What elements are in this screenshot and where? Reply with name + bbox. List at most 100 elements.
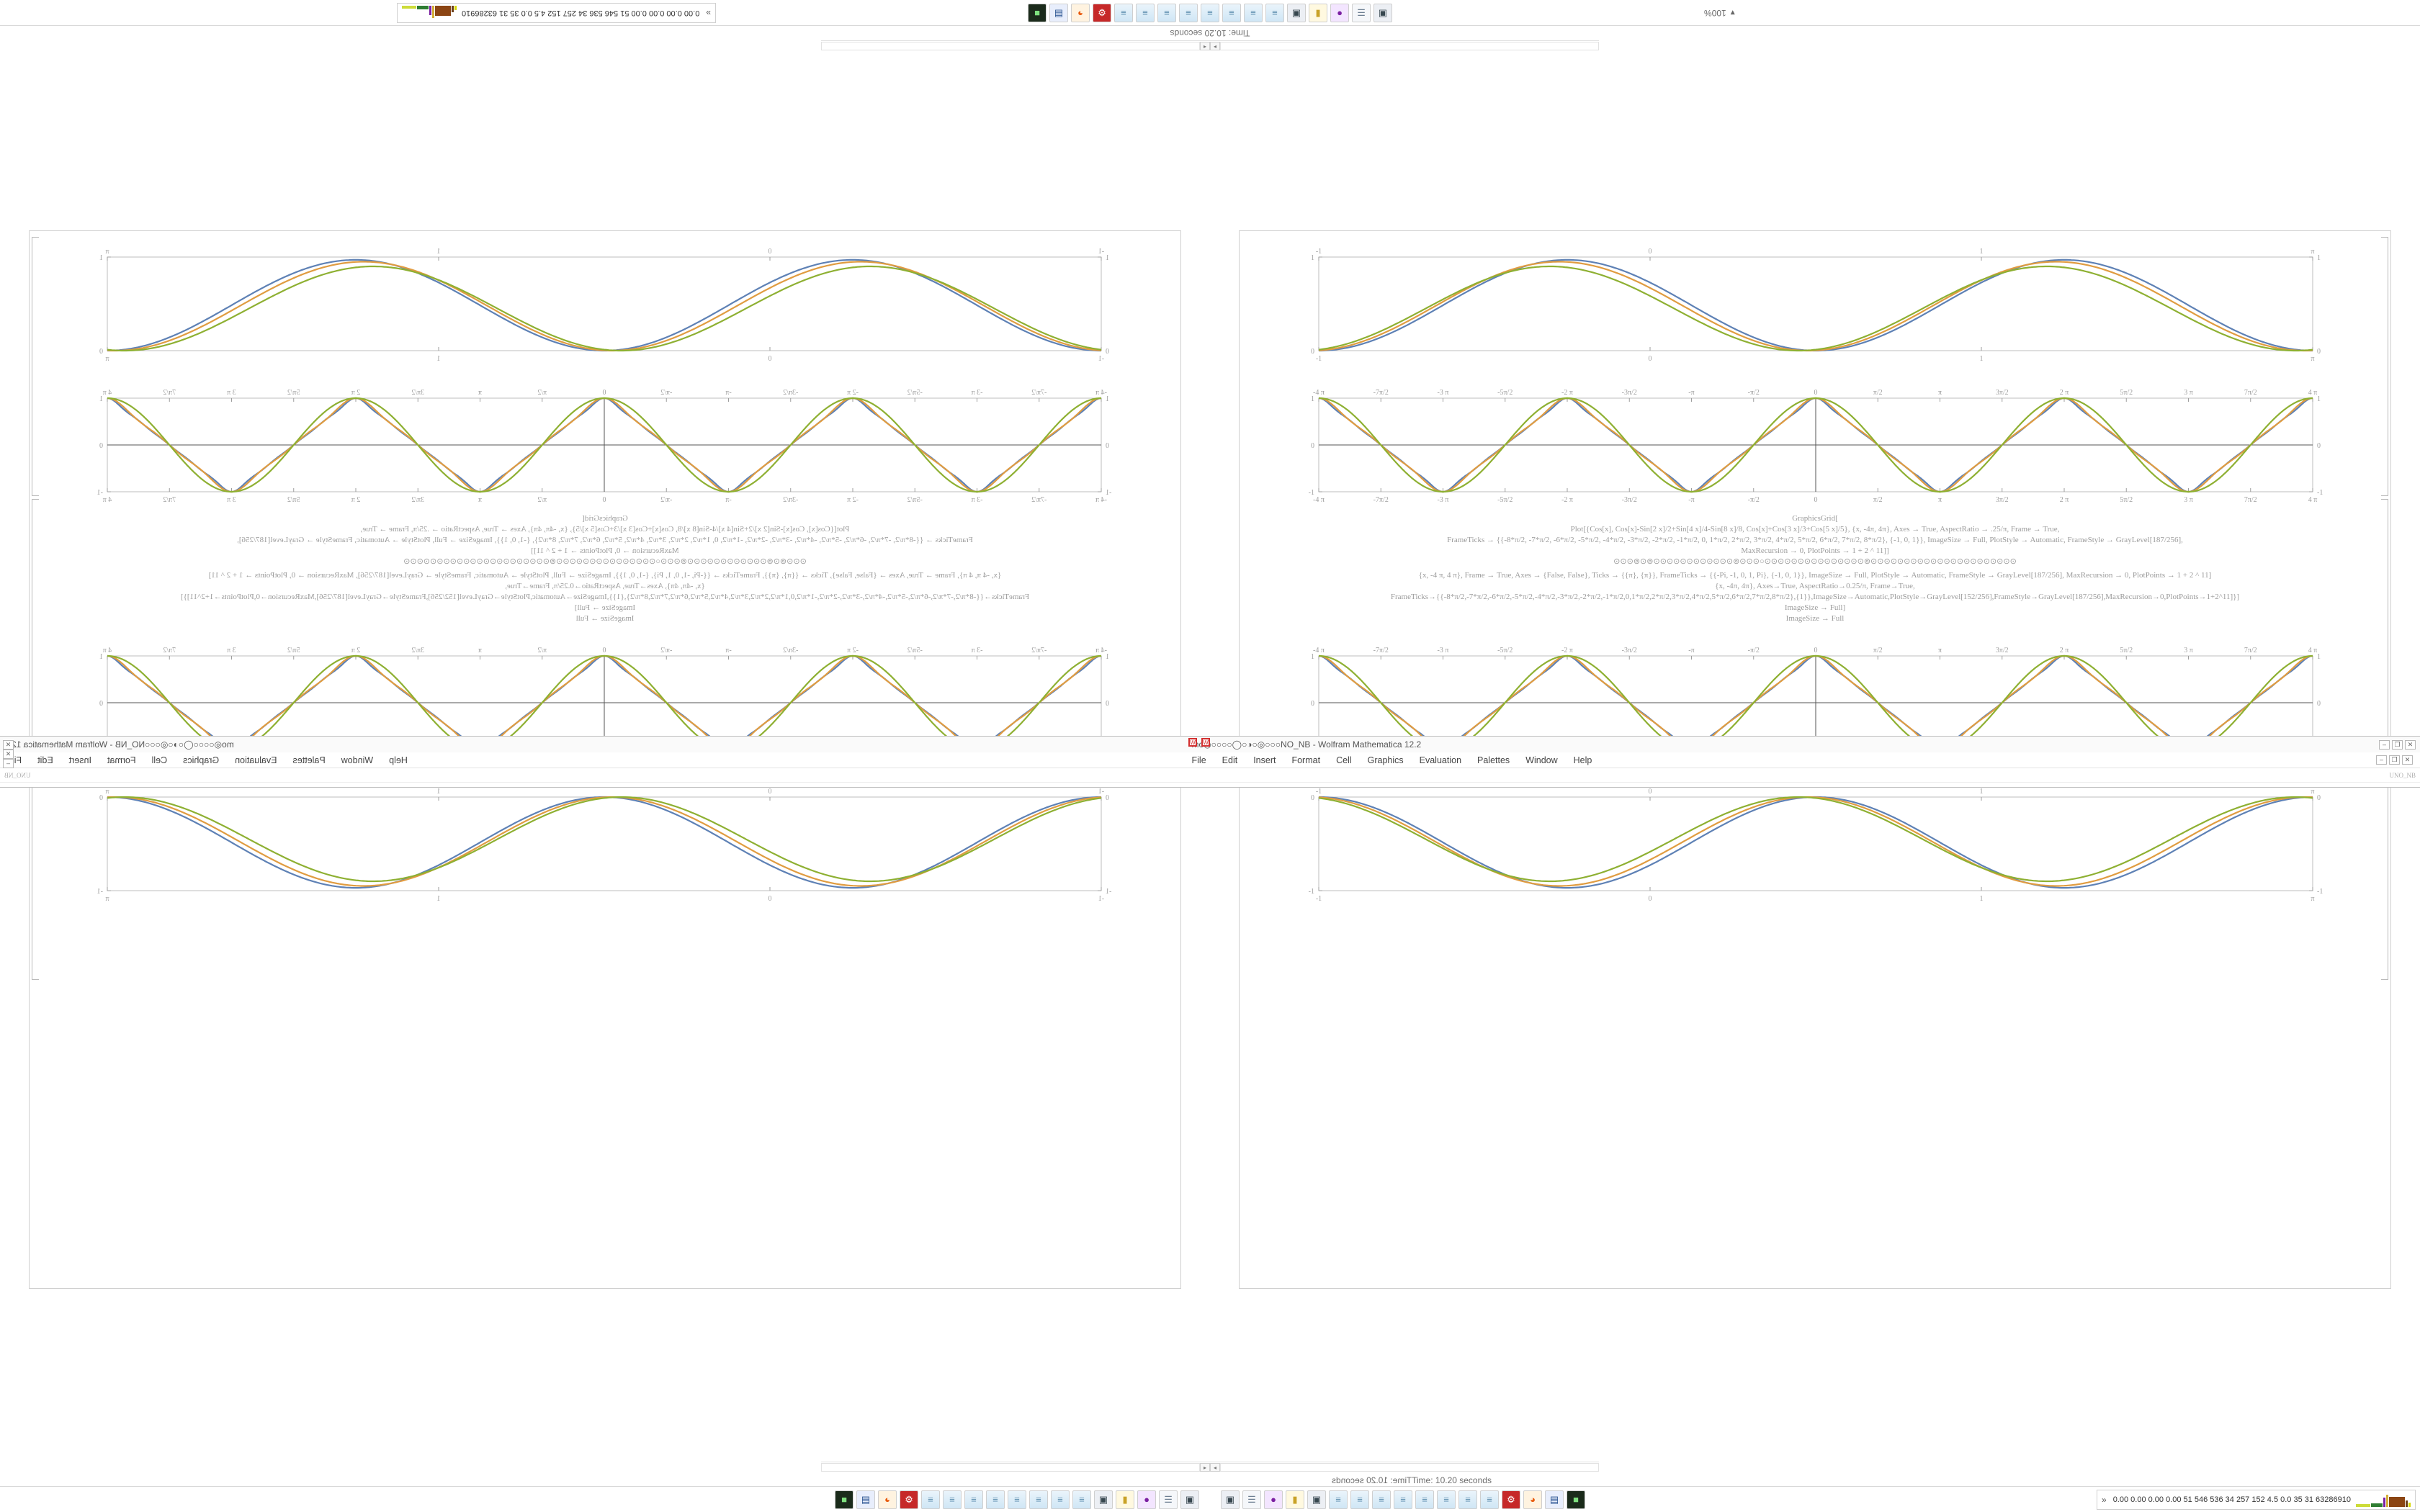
menu-item-insert[interactable]: Insert: [68, 755, 91, 765]
remote-desktop-icon[interactable]: ▣: [1307, 1490, 1326, 1509]
taskbar-bottom-icons[interactable]: ▣ ☰ ● ▮ ▣ ≡ ≡ ≡ ≡ ≡ ≡ ≡ ≡ ⚙ ◕ ▤ ■ ▣ ☰ ● ▮ ▣ ≡ ≡ ≡ ≡ ≡ ≡ ≡ ≡ ⚙ ◕ ▤ ■: [720, 1490, 1700, 1509]
notebook-icon-6[interactable]: ≡: [1437, 1490, 1456, 1509]
zoom-caret-icon[interactable]: ▾: [1730, 7, 1735, 18]
settings-icon[interactable]: ⚙: [1093, 3, 1111, 22]
alert-badge-1[interactable]: W: [1188, 738, 1197, 747]
menu-item-file[interactable]: File: [1191, 755, 1206, 765]
settings-icon[interactable]: ⚙: [900, 1490, 918, 1509]
maximize-button-2[interactable]: ❐: [2389, 755, 2400, 765]
notebook-icon-6[interactable]: ≡: [1157, 3, 1176, 22]
save-icon[interactable]: ▤: [856, 1490, 875, 1509]
menu-bar[interactable]: Help Window Palettes Evaluation Graphics Cell…: [0, 752, 2420, 768]
tab-label[interactable]: UNO_NB: [2389, 771, 2416, 779]
menu-item-edit[interactable]: Edit: [37, 755, 53, 765]
hscrollbar-top[interactable]: ▸ ◂: [821, 40, 1599, 50]
system-monitor-bottom[interactable]: » 0.00 0.00 0.00 0.00 51 546 536 34 257 …: [2097, 1489, 2416, 1510]
taskbar-bottom-right[interactable]: » 0.00 0.00 0.00 0.00 51 546 536 34 257 …: [1700, 1489, 2420, 1510]
menu-item-palettes[interactable]: Palettes: [1477, 755, 1510, 765]
menu-item-format[interactable]: Format: [1291, 755, 1321, 765]
code-cell-plotoptions[interactable]: {x, -4 π, 4 π}, Frame → True, Axes → {Fa…: [1240, 569, 2390, 626]
folder-icon[interactable]: ▮: [1309, 3, 1327, 22]
taskbar-bottom[interactable]: ▣ ☰ ● ▮ ▣ ≡ ≡ ≡ ≡ ≡ ≡ ≡ ≡ ⚙ ◕ ▤ ■ ▣ ☰ ● ▮ ▣ ≡ ≡ ≡ ≡ ≡ ≡ ≡ ≡ ⚙ ◕ ▤ ■ » 0.0…: [0, 1486, 2420, 1512]
notebook-icon-6[interactable]: ≡: [964, 1490, 983, 1509]
settings-icon[interactable]: ⚙: [1502, 1490, 1520, 1509]
notebook-icon-3[interactable]: ≡: [1029, 1490, 1048, 1509]
monitor-icon[interactable]: ▣: [1180, 1490, 1199, 1509]
taskbar-top-icons[interactable]: ▣ ☰ ● ▮ ▣ ≡ ≡ ≡ ≡ ≡ ≡ ≡ ≡ ⚙ ◕ ▤ ■: [720, 3, 1700, 22]
menu-item-evaluation[interactable]: Evaluation: [235, 755, 277, 765]
notebook-tabbar[interactable]: UNO_NB UNO_NB: [0, 768, 2420, 783]
firefox-icon[interactable]: ◕: [1071, 3, 1090, 22]
save-icon[interactable]: ▤: [1049, 3, 1068, 22]
menu-item-window[interactable]: Window: [341, 755, 374, 765]
code-cell-graphicsgrid[interactable]: GraphicsGrid[Plot[{Cos[x], Cos[x]-Sin[2 …: [1240, 512, 2390, 569]
tab-label-mirrored[interactable]: UNO_NB: [4, 771, 31, 779]
notebook-icon-7[interactable]: ≡: [943, 1490, 962, 1509]
system-monitor-top[interactable]: » 0.00 0.00 0.00 0.00 51 546 536 34 257 …: [397, 2, 716, 23]
edge-controls-left[interactable]: ✕ ✕ –: [3, 740, 14, 768]
notebook-icon-4[interactable]: ≡: [1201, 3, 1219, 22]
taskbar-icons-mirrored[interactable]: ▣ ☰ ● ▮ ▣ ≡ ≡ ≡ ≡ ≡ ≡ ≡ ≡ ⚙ ◕ ▤ ■: [835, 1490, 1199, 1509]
save-icon[interactable]: ▤: [1545, 1490, 1564, 1509]
scroll-left-arrow-top[interactable]: ◂: [1210, 41, 1220, 50]
notebook-icon-5[interactable]: ≡: [986, 1490, 1005, 1509]
notebook-icon-3[interactable]: ≡: [1372, 1490, 1391, 1509]
alert-badge-2[interactable]: W: [1201, 738, 1210, 747]
close-button-2[interactable]: ✕: [2402, 755, 2413, 765]
notebook-icon-4[interactable]: ≡: [1008, 1490, 1026, 1509]
cell-bracket[interactable]: [2381, 764, 2388, 980]
alert-badges[interactable]: W W: [1188, 738, 1210, 747]
folder-icon[interactable]: ▮: [1286, 1490, 1304, 1509]
notebook-icon-1[interactable]: ≡: [1265, 3, 1284, 22]
taskbar-top-left[interactable]: » 0.00 0.00 0.00 0.00 51 546 536 34 257 …: [0, 2, 720, 23]
taskbar-top-right[interactable]: ▾ 100%: [1700, 8, 2420, 18]
cell-bracket[interactable]: [32, 237, 39, 496]
notebook-icon-4[interactable]: ≡: [1394, 1490, 1412, 1509]
menu-items-mirrored[interactable]: Help Window Palettes Evaluation Graphics Cell…: [7, 755, 1176, 765]
taskbar-bottom-left[interactable]: [0, 1496, 720, 1503]
notebook-icon-2[interactable]: ≡: [1051, 1490, 1070, 1509]
pidgin-icon[interactable]: ●: [1264, 1490, 1283, 1509]
menu-items[interactable]: File Edit Insert Format Cell Graphics Evaluati…: [1192, 755, 2361, 765]
scroll-right-arrow-top[interactable]: ▸: [1200, 41, 1210, 50]
edge-min-1[interactable]: –: [3, 759, 14, 768]
remote-desktop-icon[interactable]: ▣: [1287, 3, 1306, 22]
taskbar-icons-normal[interactable]: ▣ ☰ ● ▮ ▣ ≡ ≡ ≡ ≡ ≡ ≡ ≡ ≡ ⚙ ◕ ▤ ■: [1221, 1490, 1585, 1509]
menu-item-cell[interactable]: Cell: [1336, 755, 1352, 765]
code-cell-graphicsgrid[interactable]: GraphicsGrid[Plot[{Cos[x], Cos[x]-Sin[2 …: [30, 512, 1180, 569]
monitor-icon[interactable]: ▣: [1373, 3, 1392, 22]
notebook-icon-5[interactable]: ≡: [1179, 3, 1198, 22]
firefox-icon[interactable]: ◕: [878, 1490, 897, 1509]
menu-item-evaluation[interactable]: Evaluation: [1419, 755, 1462, 765]
hscroll-track-right[interactable]: [1220, 41, 1599, 50]
window-controls[interactable]: – ❐ ✕: [2379, 739, 2416, 750]
edge-close-2[interactable]: ✕: [3, 750, 14, 759]
menu-item-help[interactable]: Help: [1573, 755, 1592, 765]
notebook-icon-2[interactable]: ≡: [1350, 1490, 1369, 1509]
notebook-icon-2[interactable]: ≡: [1244, 3, 1263, 22]
terminal-icon[interactable]: ■: [1567, 1490, 1585, 1509]
monitor-icon[interactable]: ▣: [1221, 1490, 1240, 1509]
notebook-icon-3[interactable]: ≡: [1222, 3, 1241, 22]
scroll-icon[interactable]: ☰: [1159, 1490, 1178, 1509]
notebook-icon-7[interactable]: ≡: [1136, 3, 1155, 22]
notebook-icon-8[interactable]: ≡: [921, 1490, 940, 1509]
window-controls-2[interactable]: – ❐ ✕: [2376, 755, 2413, 765]
notebook-page-left[interactable]: -1 -1 0 0 1 1 π π 0 0 1 1 -4 π -4 π -7π/2 -7π/2 -3 π -3 …: [29, 230, 1181, 1289]
cell-bracket[interactable]: [32, 764, 39, 980]
code-cell-plotoptions[interactable]: {x, -4 π, 4 π}, Frame → True, Axes → {Fa…: [30, 569, 1180, 626]
menu-item-edit[interactable]: Edit: [1222, 755, 1238, 765]
mathematica-window-chrome[interactable]: mo◎○○○○◯○◑○◎○○○NO_NB - Wolfram Mathemati…: [0, 736, 2420, 788]
hscroll-track-right-b[interactable]: [1220, 1462, 1599, 1472]
menu-item-palettes[interactable]: Palettes: [292, 755, 326, 765]
scroll-left-arrow-bottom[interactable]: ◂: [1210, 1462, 1220, 1472]
terminal-icon[interactable]: ■: [1028, 3, 1047, 22]
notebook-icon-1[interactable]: ≡: [1072, 1490, 1091, 1509]
close-button[interactable]: ✕: [2405, 739, 2416, 750]
zoom-control-top[interactable]: ▾ 100%: [1704, 8, 1735, 18]
scroll-icon[interactable]: ☰: [1242, 1490, 1261, 1509]
menu-item-format[interactable]: Format: [107, 755, 136, 765]
folder-icon[interactable]: ▮: [1116, 1490, 1134, 1509]
menu-item-insert[interactable]: Insert: [1253, 755, 1276, 765]
cell-bracket[interactable]: [2381, 237, 2388, 496]
